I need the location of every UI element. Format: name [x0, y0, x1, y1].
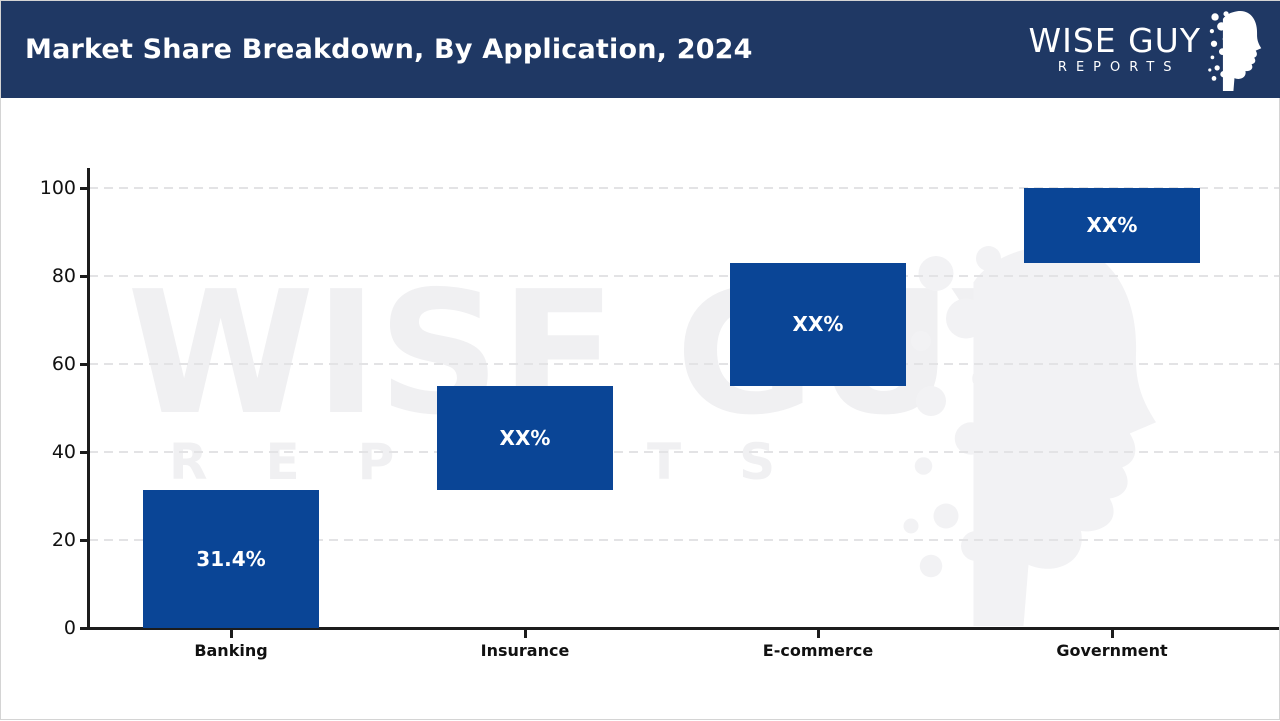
gridline-60: [89, 363, 1279, 365]
y-tick-label: 80: [51, 265, 76, 287]
bar-value-label-e-commerce: XX%: [792, 312, 844, 337]
x-axis-category-label-insurance: Insurance: [480, 641, 570, 660]
y-tick-mark: [80, 627, 89, 630]
bar-insurance: XX%: [437, 386, 613, 490]
bar-banking: 31.4%: [143, 489, 319, 628]
y-tick-label: 0: [63, 617, 76, 639]
x-tick-mark: [1111, 630, 1114, 638]
header-bar: Market Share Breakdown, By Application, …: [1, 1, 1280, 98]
y-tick-mark: [80, 539, 89, 542]
y-tick-mark: [80, 275, 89, 278]
waterfall-chart: 0 20 40 60 80 100 31.4% Banking XX% Insurance XX% E…: [1, 98, 1280, 721]
x-tick-mark: [817, 630, 820, 638]
bar-e-commerce: XX%: [730, 262, 906, 386]
bar-government: XX%: [1024, 188, 1200, 263]
y-tick-mark: [80, 363, 89, 366]
x-axis-line: [87, 627, 1279, 630]
wise-guy-logo: WISE GUY REPORTS: [1028, 7, 1267, 91]
y-tick-label: 20: [51, 529, 76, 551]
x-axis-category-label-banking: Banking: [194, 641, 268, 660]
y-tick-label: 40: [51, 441, 76, 463]
watermark-head-logo: [903, 244, 1156, 626]
x-tick-mark: [524, 630, 527, 638]
logo-subtext: REPORTS: [1057, 60, 1181, 76]
bar-value-label-government: XX%: [1086, 213, 1138, 238]
gridline-100: [89, 187, 1279, 189]
logo-head-icon: [1208, 10, 1262, 91]
y-tick-label: 60: [51, 353, 76, 375]
page-title: Market Share Breakdown, By Application, …: [25, 34, 753, 65]
y-tick-mark: [80, 451, 89, 454]
gridline-80: [89, 275, 1279, 277]
bar-value-label-insurance: XX%: [499, 425, 551, 450]
gridline-40: [89, 451, 1279, 453]
logo-text: WISE GUY REPORTS: [1028, 20, 1201, 76]
x-axis-category-label-government: Government: [1056, 641, 1168, 660]
y-axis-line: [87, 168, 90, 630]
logo-wordmark: WISE GUY: [1028, 20, 1201, 60]
y-tick-label: 100: [39, 177, 76, 199]
x-axis-category-label-e-commerce: E-commerce: [762, 641, 874, 660]
gridline-20: [89, 539, 1279, 541]
bar-value-label-banking: 31.4%: [196, 546, 266, 571]
x-tick-mark: [230, 630, 233, 638]
y-tick-mark: [80, 187, 89, 190]
